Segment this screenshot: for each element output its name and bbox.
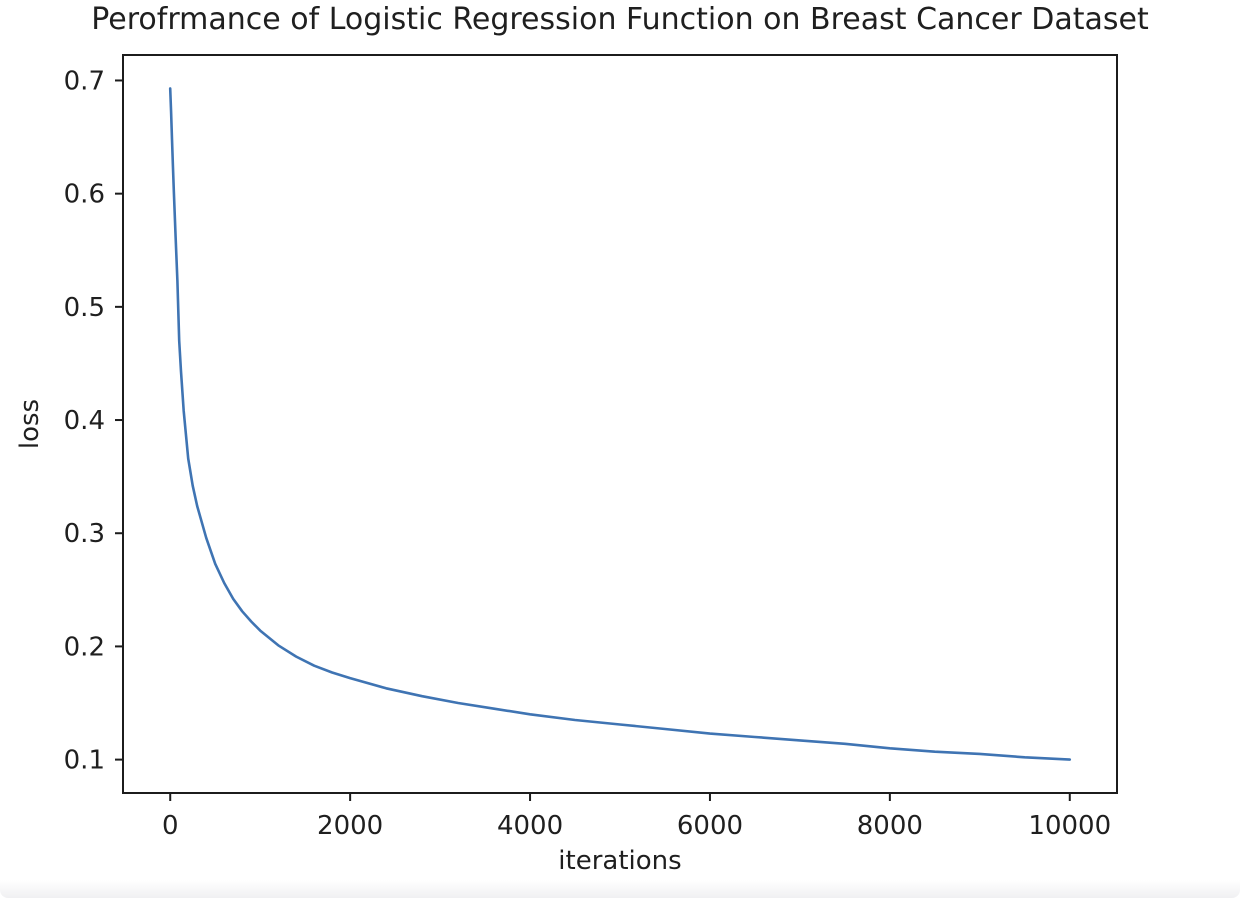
y-tick-label: 0.2 <box>64 632 105 662</box>
y-tick-label: 0.6 <box>64 180 105 210</box>
y-tick-label: 0.1 <box>64 746 105 776</box>
x-tick-label: 2000 <box>317 811 383 841</box>
window-bottom-edge <box>0 880 1240 898</box>
x-tick-label: 6000 <box>677 811 743 841</box>
y-tick-label: 0.5 <box>64 293 105 323</box>
x-tick-label: 4000 <box>497 811 563 841</box>
x-axis-label: iterations <box>558 846 682 876</box>
x-tick-label: 0 <box>162 811 179 841</box>
y-axis-label: loss <box>15 398 45 450</box>
y-tick-label: 0.3 <box>64 519 105 549</box>
y-tick-label: 0.4 <box>64 406 105 436</box>
loss-curve-line <box>168 87 1072 761</box>
x-tick-label: 10000 <box>1028 811 1111 841</box>
y-tick-label: 0.7 <box>64 66 105 96</box>
chart-title: Perofrmance of Logistic Regression Funct… <box>91 2 1149 37</box>
axes-spines <box>122 54 1118 794</box>
x-tick-label: 8000 <box>857 811 923 841</box>
